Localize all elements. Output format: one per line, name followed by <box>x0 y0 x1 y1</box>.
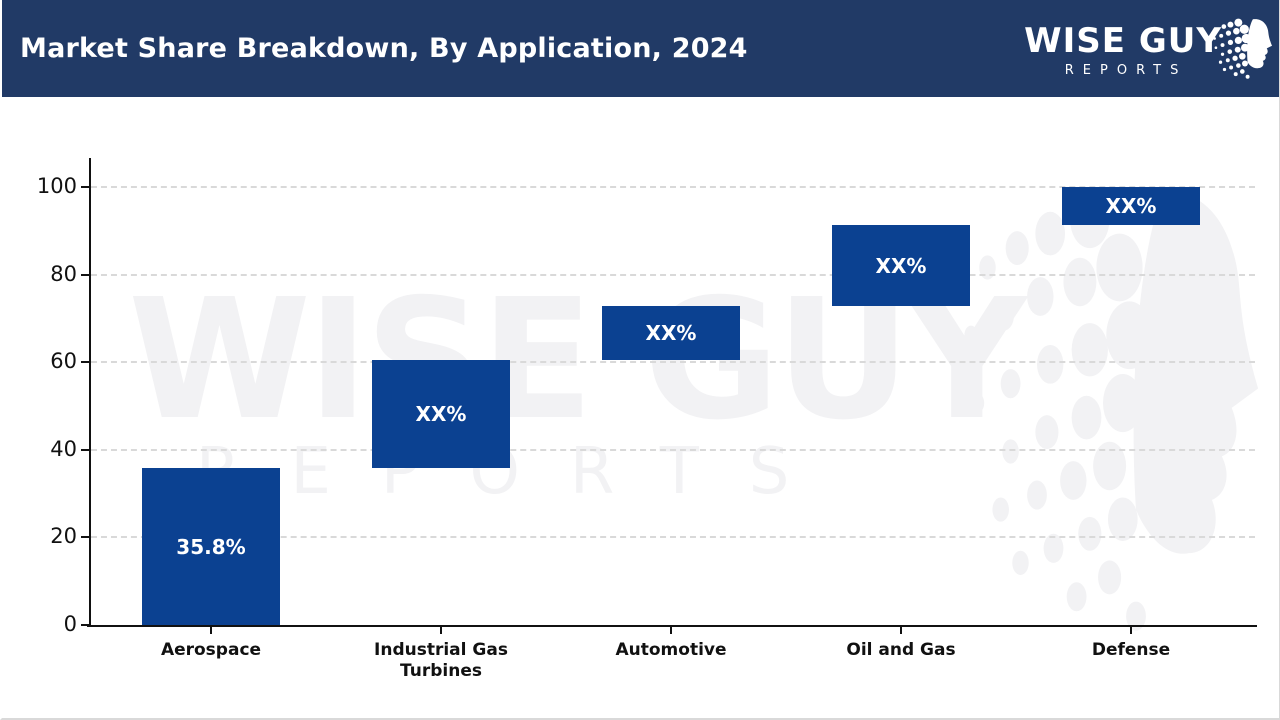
gridline-80 <box>91 273 1255 276</box>
y-axis-tick-label: 0 <box>63 612 77 636</box>
bar-defense: XX% <box>1062 187 1200 226</box>
bar-industrial-gas-turbines: XX% <box>372 360 510 469</box>
x-axis-tick <box>900 627 902 634</box>
x-axis-category-label: Defense <box>1091 640 1171 660</box>
y-axis-tick <box>81 361 89 364</box>
x-axis-category-label: Industrial Gas Turbines <box>374 640 508 681</box>
logo-subtext: REPORTS <box>1064 63 1188 78</box>
dotted-face-profile-icon <box>1213 18 1273 79</box>
chart-title: Market Share Breakdown, By Application, … <box>20 33 748 64</box>
header-bar: Market Share Breakdown, By Application, … <box>0 0 1280 97</box>
logo-wordmark: WISE GUY <box>1024 21 1222 61</box>
y-axis-tick <box>81 624 89 626</box>
y-axis-tick <box>81 186 89 188</box>
y-axis-tick <box>81 536 89 539</box>
gridline-20 <box>91 536 1255 539</box>
y-axis-tick-label: 80 <box>50 261 77 286</box>
x-axis-line <box>87 625 1257 627</box>
x-axis-category-label: Automotive <box>615 640 727 660</box>
x-axis-tick <box>210 627 212 634</box>
gridline-60 <box>91 361 1255 364</box>
gridline-40 <box>91 448 1255 451</box>
y-axis-tick-label: 40 <box>50 436 77 461</box>
y-axis-tick-label: 100 <box>36 174 77 198</box>
bar-value-label: 35.8% <box>176 534 246 559</box>
y-axis-tick-label: 60 <box>50 349 77 374</box>
gridline-100 <box>91 186 1255 188</box>
x-axis-tick <box>670 627 672 634</box>
bar-aerospace: 35.8% <box>142 468 280 625</box>
bar-value-label: XX% <box>645 321 697 346</box>
y-axis-tick-label: 20 <box>50 524 77 549</box>
y-axis-tick <box>81 448 89 451</box>
x-axis-category-label: Oil and Gas <box>846 640 956 660</box>
wise-guy-logo: WISE GUY REPORTS <box>1024 8 1274 92</box>
bar-oil-and-gas: XX% <box>832 225 970 307</box>
x-axis-category-label: Aerospace <box>160 640 262 660</box>
y-axis-tick <box>81 273 89 276</box>
x-axis-tick <box>1130 627 1132 634</box>
bar-value-label: XX% <box>1105 194 1157 219</box>
bar-value-label: XX% <box>875 253 927 278</box>
bar-automotive: XX% <box>602 306 740 360</box>
x-axis-tick <box>440 627 442 634</box>
bar-value-label: XX% <box>415 402 467 427</box>
y-axis-line <box>89 158 91 627</box>
logo-text: WISE GUY REPORTS <box>1024 22 1222 78</box>
